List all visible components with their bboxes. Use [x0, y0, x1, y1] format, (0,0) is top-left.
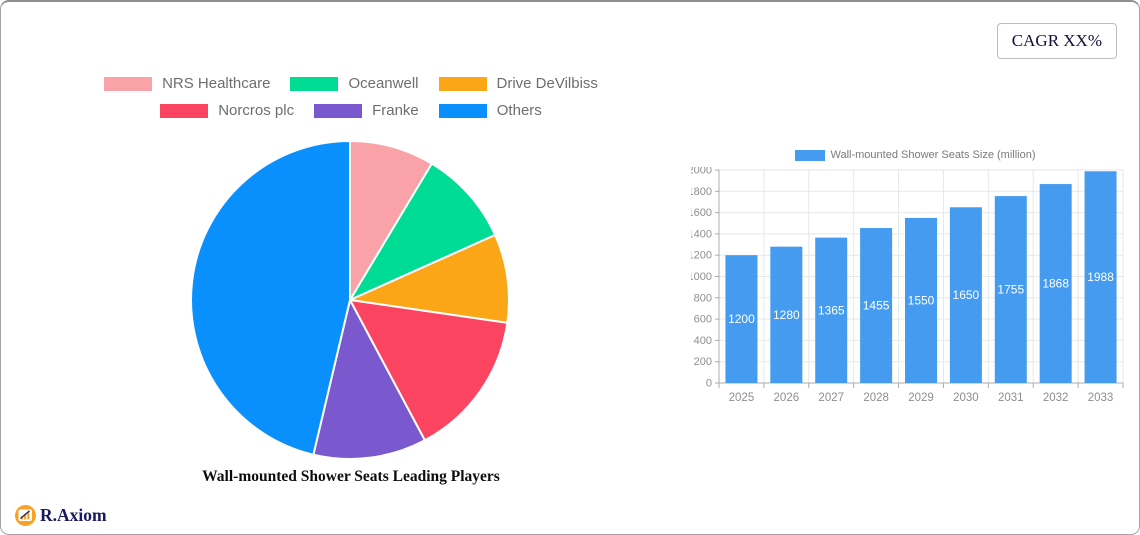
xtick-label-2030: 2030: [953, 392, 979, 404]
ytick-label-800: 800: [694, 292, 712, 304]
legend-swatch-drive-devilbiss: [438, 76, 487, 91]
ytick-label-2000: 2000: [691, 167, 712, 177]
brand-icon: [15, 505, 36, 526]
xtick-label-2025: 2025: [729, 392, 755, 404]
bar-value-2027: 1365: [818, 303, 845, 317]
legend-label-oceanwell: Oceanwell: [348, 75, 419, 92]
xtick-label-2028: 2028: [863, 392, 889, 404]
bar-2032: [1039, 184, 1072, 383]
bar-legend[interactable]: Wall-mounted Shower Seats Size (million): [691, 149, 1139, 161]
ytick-label-1800: 1800: [691, 186, 712, 198]
xtick-label-2032: 2032: [1043, 392, 1069, 404]
xtick-label-2026: 2026: [774, 392, 800, 404]
bar-chart: 1200 1280 1365 1455 1550 1650 1755 1868 1988 0 200…: [691, 167, 1124, 404]
ytick-label-0: 0: [706, 378, 712, 390]
legend-swatch-franke: [314, 103, 363, 118]
bar-2031: [994, 196, 1027, 383]
pie-legend-row-1: NRS Healthcare Oceanwell Drive DeVilbiss: [104, 75, 598, 92]
bar-value-2032: 1868: [1042, 277, 1069, 291]
legend-swatch-oceanwell: [290, 76, 339, 91]
bar-2026: [770, 246, 803, 383]
xtick-label-2033: 2033: [1088, 392, 1114, 404]
bar-2028: [860, 228, 893, 383]
legend-item-norcros-plc[interactable]: Norcros plc: [160, 102, 294, 119]
pie-legend: NRS Healthcare Oceanwell Drive DeVilbiss N…: [1, 75, 701, 119]
xtick-label-2029: 2029: [908, 392, 934, 404]
bar-legend-label: Wall-mounted Shower Seats Size (million): [830, 149, 1036, 161]
ytick-label-1600: 1600: [691, 207, 712, 219]
bar-value-2028: 1455: [863, 299, 890, 313]
brand-logo: R.Axiom: [14, 504, 107, 527]
bar-2029: [905, 217, 937, 383]
pie-chart: [190, 140, 510, 460]
legend-swatch-norcros-plc: [160, 103, 209, 118]
bar-2027: [815, 237, 848, 383]
legend-label-drive-devilbiss: Drive DeVilbiss: [496, 75, 598, 92]
bar-value-2029: 1550: [908, 293, 935, 307]
bar-value-2025: 1200: [728, 312, 755, 326]
bar-2030: [949, 207, 982, 383]
pie-chart-title: Wall-mounted Shower Seats Leading Player…: [202, 468, 500, 485]
legend-swatch-nrs-healthcare: [104, 76, 153, 91]
ytick-label-1400: 1400: [691, 228, 712, 240]
bar-2025: [725, 255, 758, 383]
pie-slice-norcros-plc: [349, 299, 509, 442]
ytick-label-400: 400: [694, 335, 712, 347]
ytick-label-1200: 1200: [691, 250, 712, 262]
ytick-label-200: 200: [694, 356, 712, 368]
pie-slice-drive-devilbiss: [349, 234, 510, 324]
legend-item-oceanwell[interactable]: Oceanwell: [290, 75, 419, 92]
pie-slice-nrs-healthcare: [349, 140, 433, 301]
legend-label-norcros-plc: Norcros plc: [218, 102, 295, 119]
bar-legend-swatch: [794, 149, 825, 161]
bar-value-2031: 1755: [997, 283, 1024, 297]
bar-value-2026: 1280: [773, 308, 800, 322]
legend-label-others: Others: [496, 102, 542, 119]
bar-tick-labels: 0 200 400 600 800 1000 1200 1400 1600 1800 2000 202…: [691, 167, 1113, 404]
bar-2033: [1084, 171, 1117, 383]
cagr-badge[interactable]: CAGR XX%: [996, 23, 1117, 59]
bar-value-2030: 1650: [953, 288, 980, 302]
pie-slice-others: [190, 140, 351, 456]
xtick-label-2027: 2027: [818, 392, 844, 404]
legend-swatch-others: [438, 103, 487, 118]
legend-item-franke[interactable]: Franke: [314, 102, 419, 119]
ytick-label-600: 600: [694, 314, 712, 326]
xtick-label-2031: 2031: [998, 392, 1024, 404]
pie-slice-oceanwell: [349, 162, 497, 301]
legend-label-nrs-healthcare: NRS Healthcare: [162, 75, 271, 92]
legend-label-franke: Franke: [372, 102, 419, 119]
pie-legend-row-2: Norcros plc Franke Others: [160, 102, 542, 119]
legend-item-drive-devilbiss[interactable]: Drive DeVilbiss: [438, 75, 598, 92]
bar-value-2033: 1988: [1087, 270, 1114, 284]
brand-name: R.Axiom: [40, 505, 107, 525]
bar-series: 1200 1280 1365 1455 1550 1650 1755 1868 1988: [725, 171, 1117, 383]
ytick-label-1000: 1000: [691, 271, 712, 283]
legend-item-others[interactable]: Others: [438, 102, 542, 119]
legend-item-nrs-healthcare[interactable]: NRS Healthcare: [104, 75, 270, 92]
